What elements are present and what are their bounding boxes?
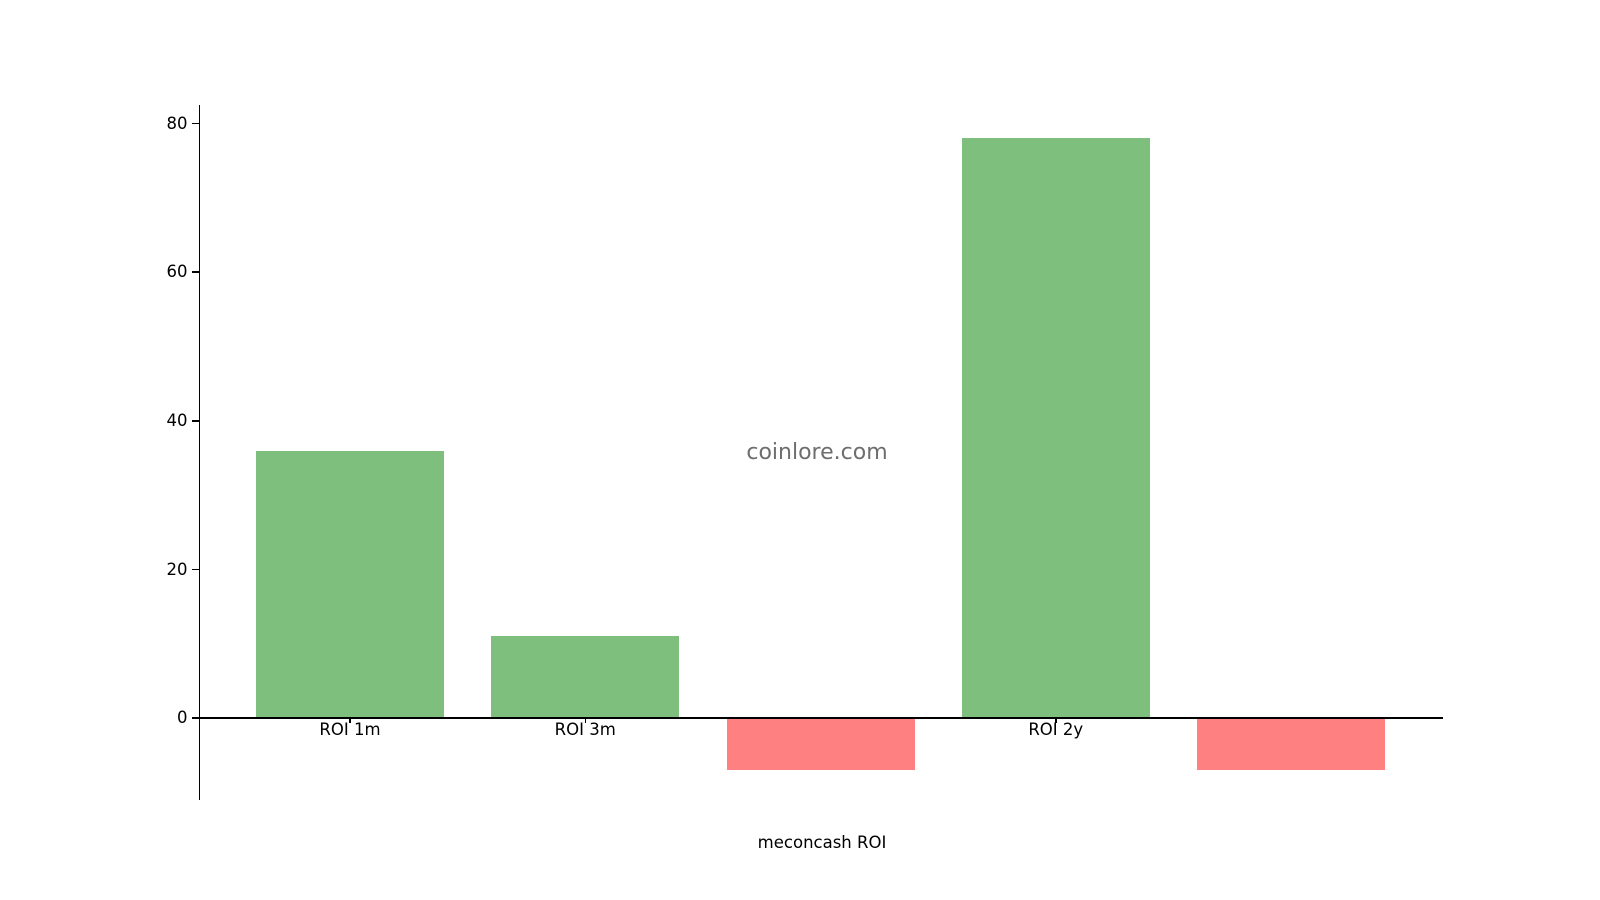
chart-xlabel-title: meconcash ROI <box>757 833 887 852</box>
x-tick-mark-0 <box>349 718 351 724</box>
y-tick-mark-40 <box>191 420 199 422</box>
y-axis-line <box>198 105 200 800</box>
bar-unlabeled-2 <box>726 718 915 771</box>
bar-unlabeled-4 <box>1197 718 1385 771</box>
x-tick-mark-1 <box>584 718 586 724</box>
x-tick-label-roi-3m: ROI 3m <box>554 720 616 740</box>
y-tick-label-40: 40 <box>166 410 188 430</box>
watermark: coinlore.com <box>746 440 888 465</box>
x-tick-label-roi-1m: ROI 1m <box>319 720 381 740</box>
bar-roi-3m <box>491 636 680 719</box>
y-tick-mark-0 <box>191 717 199 719</box>
y-tick-label-80: 80 <box>166 113 188 133</box>
bar-roi-2y <box>961 138 1150 719</box>
y-tick-mark-20 <box>191 568 199 571</box>
x-axis-line <box>198 717 1443 719</box>
y-tick-label-0: 0 <box>177 708 188 728</box>
y-tick-mark-80 <box>191 122 199 125</box>
x-tick-label-roi-2y: ROI 2y <box>1028 720 1084 740</box>
bar-roi-1m <box>256 450 444 719</box>
y-tick-label-20: 20 <box>166 559 188 579</box>
x-tick-mark-3 <box>1055 718 1057 724</box>
y-tick-label-60: 60 <box>166 262 188 282</box>
y-tick-mark-60 <box>191 271 199 273</box>
